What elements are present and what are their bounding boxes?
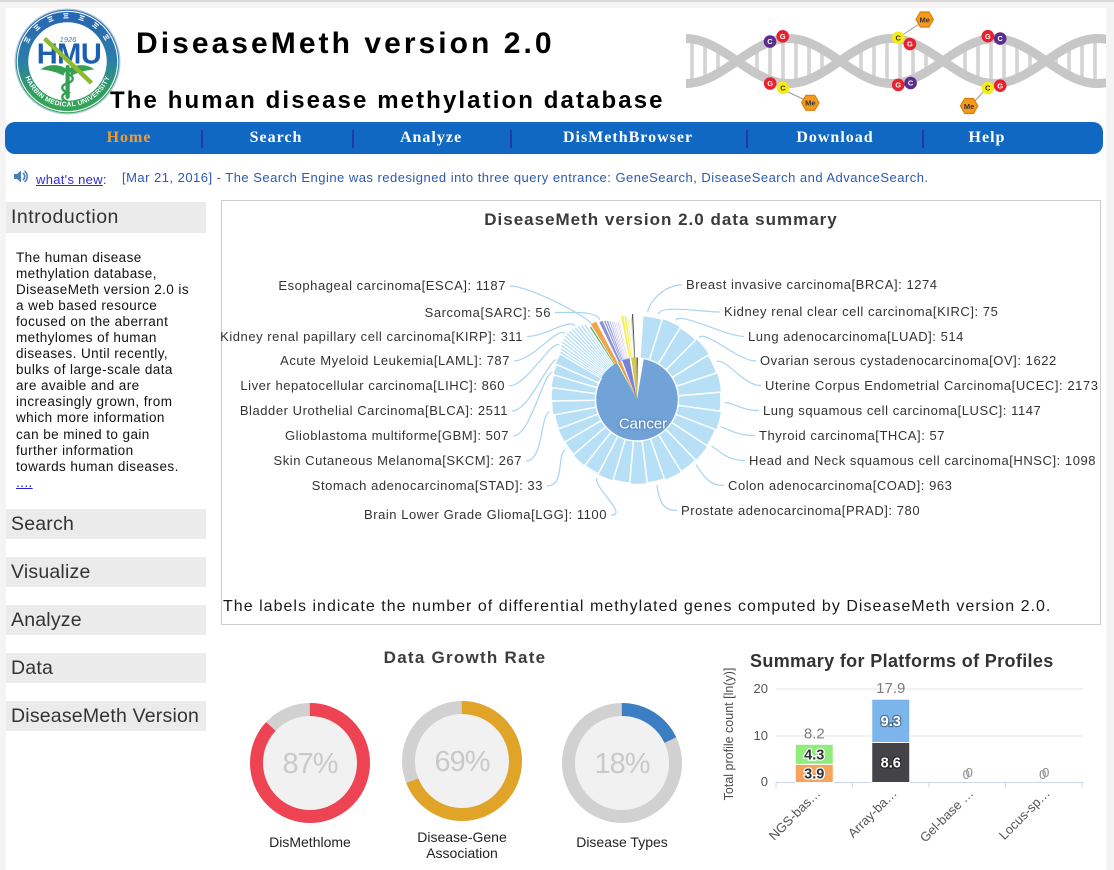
svg-text:17.9: 17.9: [876, 680, 905, 697]
svg-text:8.6: 8.6: [881, 756, 901, 772]
svg-text:0: 0: [966, 765, 973, 780]
svg-text:C: C: [780, 83, 786, 92]
svg-text:4.3: 4.3: [804, 748, 824, 764]
svg-text:Summary for Platforms of Profi: Summary for Platforms of Profiles: [750, 651, 1054, 671]
svg-text:C: C: [985, 84, 991, 93]
svg-text:87%: 87%: [282, 748, 337, 780]
svg-text:G: G: [997, 81, 1003, 90]
svg-text:NGS-bas…: NGS-bas…: [766, 786, 824, 844]
svg-text:0: 0: [963, 767, 970, 782]
svg-text:8.2: 8.2: [804, 725, 825, 742]
svg-text:18%: 18%: [594, 748, 649, 780]
svg-text:0: 0: [1042, 765, 1049, 780]
svg-text:Array-ba…: Array-ba…: [845, 786, 900, 841]
svg-text:9.3: 9.3: [881, 714, 901, 730]
svg-text:0: 0: [1042, 765, 1049, 780]
svg-text:G: G: [895, 81, 901, 90]
svg-text:Me: Me: [805, 99, 815, 108]
svg-text:1926: 1926: [60, 35, 78, 44]
svg-text:G: G: [767, 79, 773, 88]
svg-text:0: 0: [963, 767, 970, 782]
svg-text:C: C: [997, 34, 1003, 43]
svg-text:0: 0: [1039, 767, 1046, 782]
svg-text:G: G: [907, 40, 913, 49]
svg-text:Total profile count [ln(y)]: Total profile count [ln(y)]: [722, 668, 736, 801]
svg-text:Locus-sp…: Locus-sp…: [996, 786, 1053, 843]
svg-text:Cancer: Cancer: [619, 416, 667, 433]
svg-text:0: 0: [1039, 767, 1046, 782]
svg-text:0: 0: [761, 774, 768, 789]
svg-text:3.9: 3.9: [804, 767, 824, 783]
svg-text:Me: Me: [964, 102, 974, 111]
svg-text:G: G: [780, 32, 786, 41]
svg-text:C: C: [895, 33, 901, 42]
svg-text:C: C: [767, 37, 773, 46]
svg-text:G: G: [985, 32, 991, 41]
svg-text:Me: Me: [919, 15, 929, 24]
svg-text:10: 10: [754, 728, 768, 743]
svg-text:Gel-base …: Gel-base …: [917, 786, 977, 846]
svg-text:20: 20: [754, 681, 768, 696]
svg-text:C: C: [908, 79, 914, 88]
svg-text:69%: 69%: [434, 746, 489, 778]
svg-text:0: 0: [966, 765, 973, 780]
